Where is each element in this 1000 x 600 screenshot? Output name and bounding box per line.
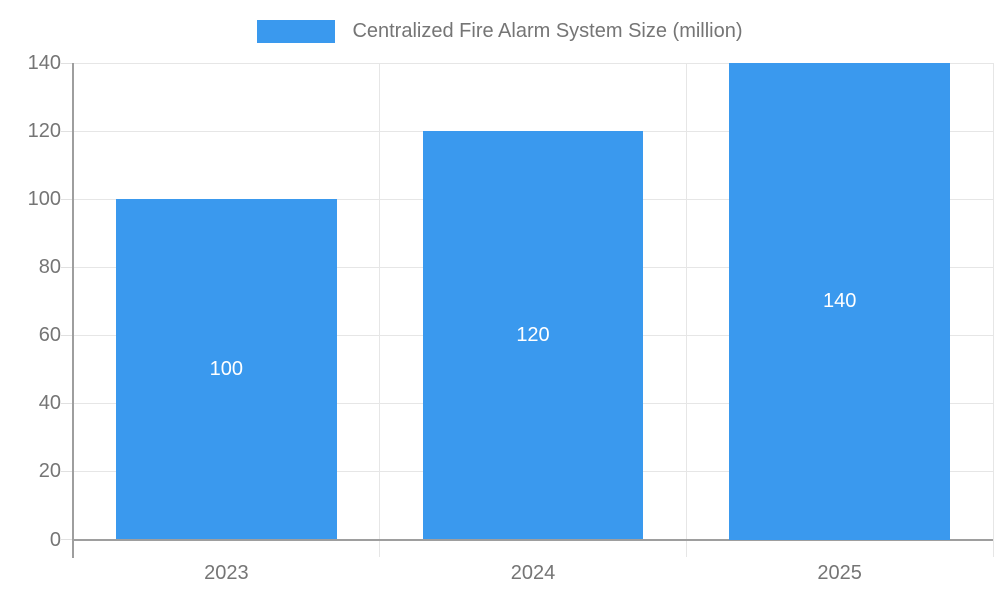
x-axis-label: 2025 (817, 562, 862, 584)
y-tick-mark (61, 198, 73, 200)
bar[interactable] (729, 63, 951, 540)
y-axis-label: 100 (27, 188, 61, 211)
legend[interactable]: Centralized Fire Alarm System Size (mill… (0, 19, 1000, 44)
y-axis-label: 80 (38, 256, 61, 279)
bar-value-label: 120 (516, 324, 550, 347)
legend-label: Centralized Fire Alarm System Size (mill… (352, 20, 743, 42)
y-tick-mark (61, 334, 73, 336)
y-gridline (73, 62, 993, 64)
category-boundary-gridline (685, 63, 687, 557)
y-tick-mark (61, 130, 73, 132)
x-axis-line (72, 538, 993, 541)
y-tick-mark (61, 470, 73, 472)
y-tick-mark (61, 539, 73, 540)
bar-value-label: 100 (209, 358, 244, 381)
y-tick-mark (61, 266, 73, 268)
y-axis-label: 60 (38, 324, 61, 347)
bar[interactable] (422, 131, 644, 540)
y-axis-label: 120 (27, 120, 61, 143)
category-boundary-gridline (379, 63, 381, 557)
y-axis-label: 140 (27, 52, 61, 74)
y-tick-mark (61, 402, 73, 404)
y-tick-mark (61, 62, 73, 64)
category-boundary-gridline (992, 63, 994, 557)
x-axis-label: 2023 (204, 562, 249, 584)
y-axis-label: 40 (38, 392, 61, 415)
y-axis-line (72, 63, 74, 558)
y-axis-label: 20 (38, 460, 61, 483)
bar[interactable] (115, 199, 337, 540)
legend-swatch (257, 20, 336, 43)
x-axis-label: 2024 (510, 562, 556, 584)
y-axis-label: 0 (49, 528, 61, 551)
bar-value-label: 140 (822, 290, 857, 313)
